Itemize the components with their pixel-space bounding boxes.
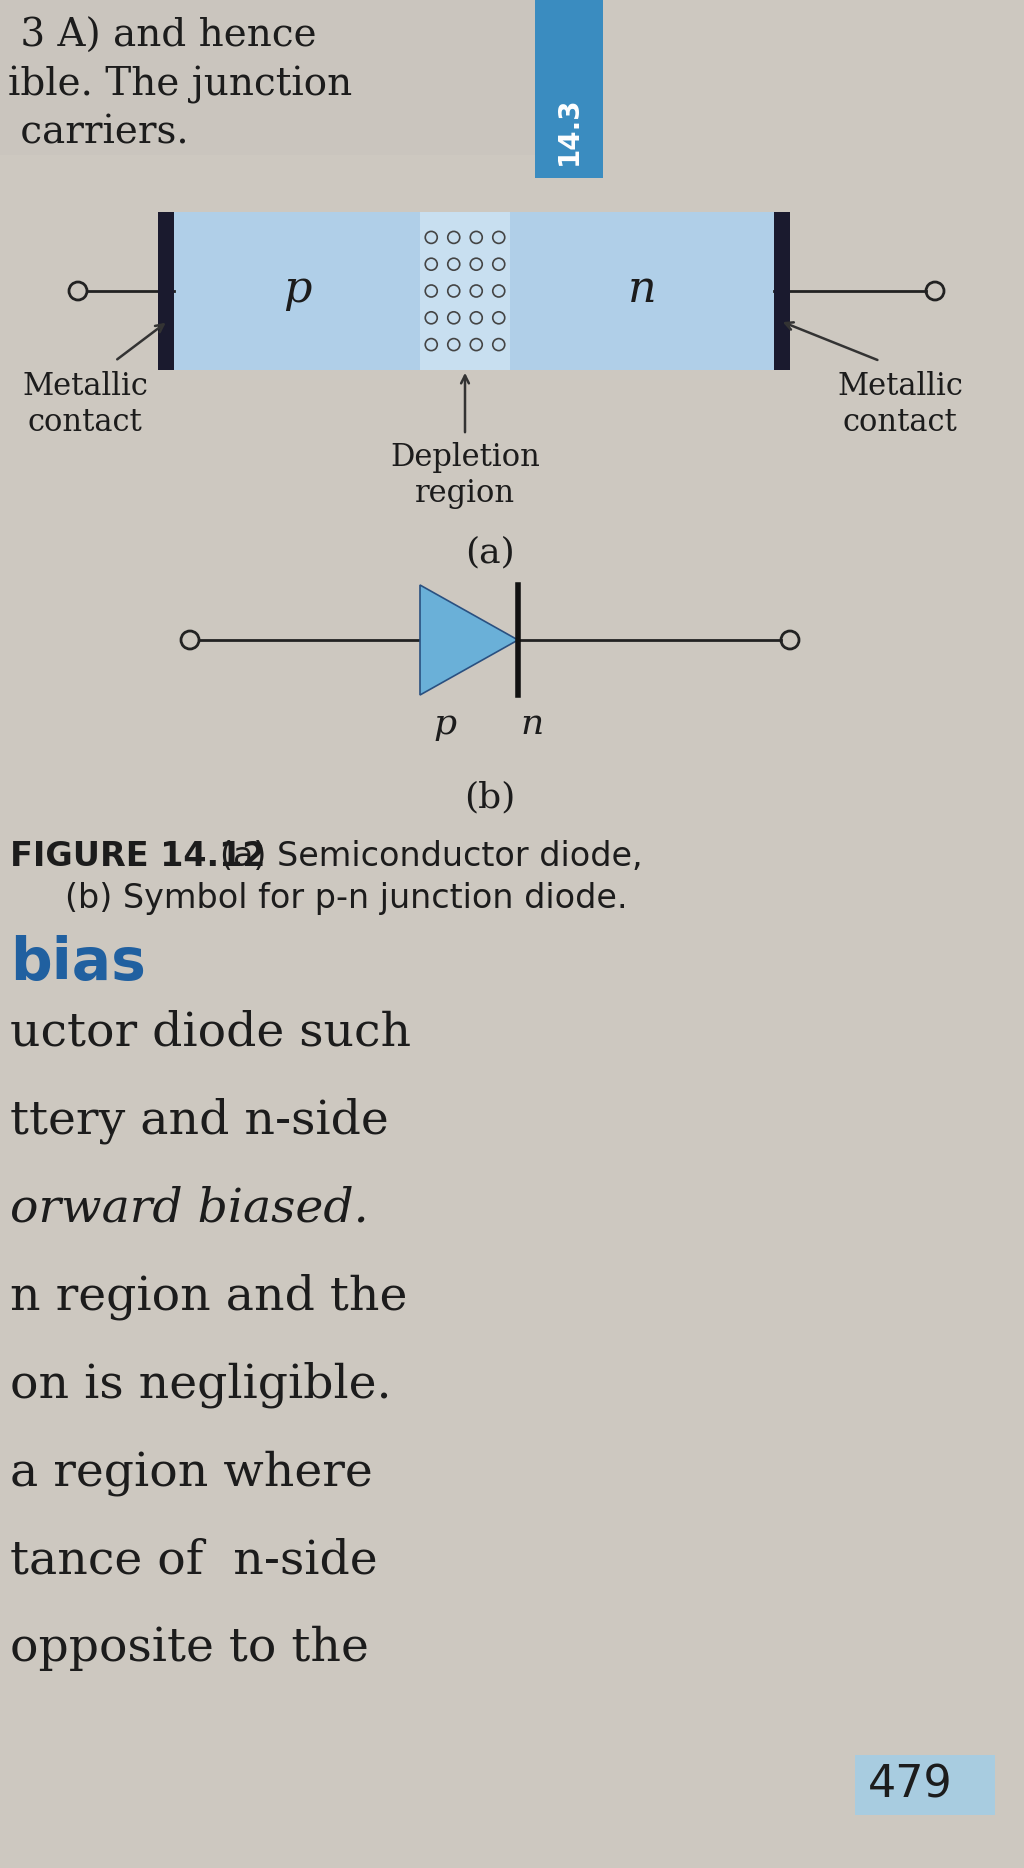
Text: (a): (a)	[465, 534, 515, 570]
Bar	[535, 0, 603, 177]
Text: (a) Semiconductor diode,: (a) Semiconductor diode,	[220, 841, 643, 872]
Text: Depletion
region: Depletion region	[390, 443, 540, 508]
Text: n region and the: n region and the	[10, 1274, 408, 1321]
Text: p: p	[433, 706, 457, 742]
Bar	[0, 0, 560, 155]
Text: ttery and n-side: ttery and n-side	[10, 1098, 389, 1145]
Text: Metallic
contact: Metallic contact	[23, 372, 147, 437]
Text: (b) Symbol for p-n junction diode.: (b) Symbol for p-n junction diode.	[65, 882, 628, 915]
Bar	[774, 211, 790, 370]
Text: 3 A) and hence: 3 A) and hence	[8, 19, 316, 54]
Text: orward biased.: orward biased.	[10, 1186, 369, 1231]
Text: 14.3: 14.3	[555, 97, 583, 164]
Text: FIGURE 14.12: FIGURE 14.12	[10, 841, 265, 872]
Text: uctor diode such: uctor diode such	[10, 1011, 411, 1055]
Text: a region where: a region where	[10, 1450, 373, 1496]
Bar	[420, 211, 510, 370]
Text: opposite to the: opposite to the	[10, 1625, 369, 1672]
Text: n: n	[628, 267, 656, 310]
Text: bias: bias	[10, 936, 145, 992]
Bar	[158, 211, 174, 370]
Bar	[158, 211, 790, 370]
Text: tance of  n-side: tance of n-side	[10, 1537, 378, 1584]
Bar	[855, 1756, 995, 1816]
Text: carriers.: carriers.	[8, 114, 188, 151]
Text: on is negligible.: on is negligible.	[10, 1362, 391, 1408]
Polygon shape	[420, 585, 518, 695]
Text: Metallic
contact: Metallic contact	[837, 372, 963, 437]
Text: n: n	[520, 706, 544, 742]
Text: ible. The junction: ible. The junction	[8, 65, 352, 105]
Text: 479: 479	[868, 1763, 952, 1806]
Text: p: p	[283, 267, 311, 310]
Text: (b): (b)	[464, 781, 516, 814]
